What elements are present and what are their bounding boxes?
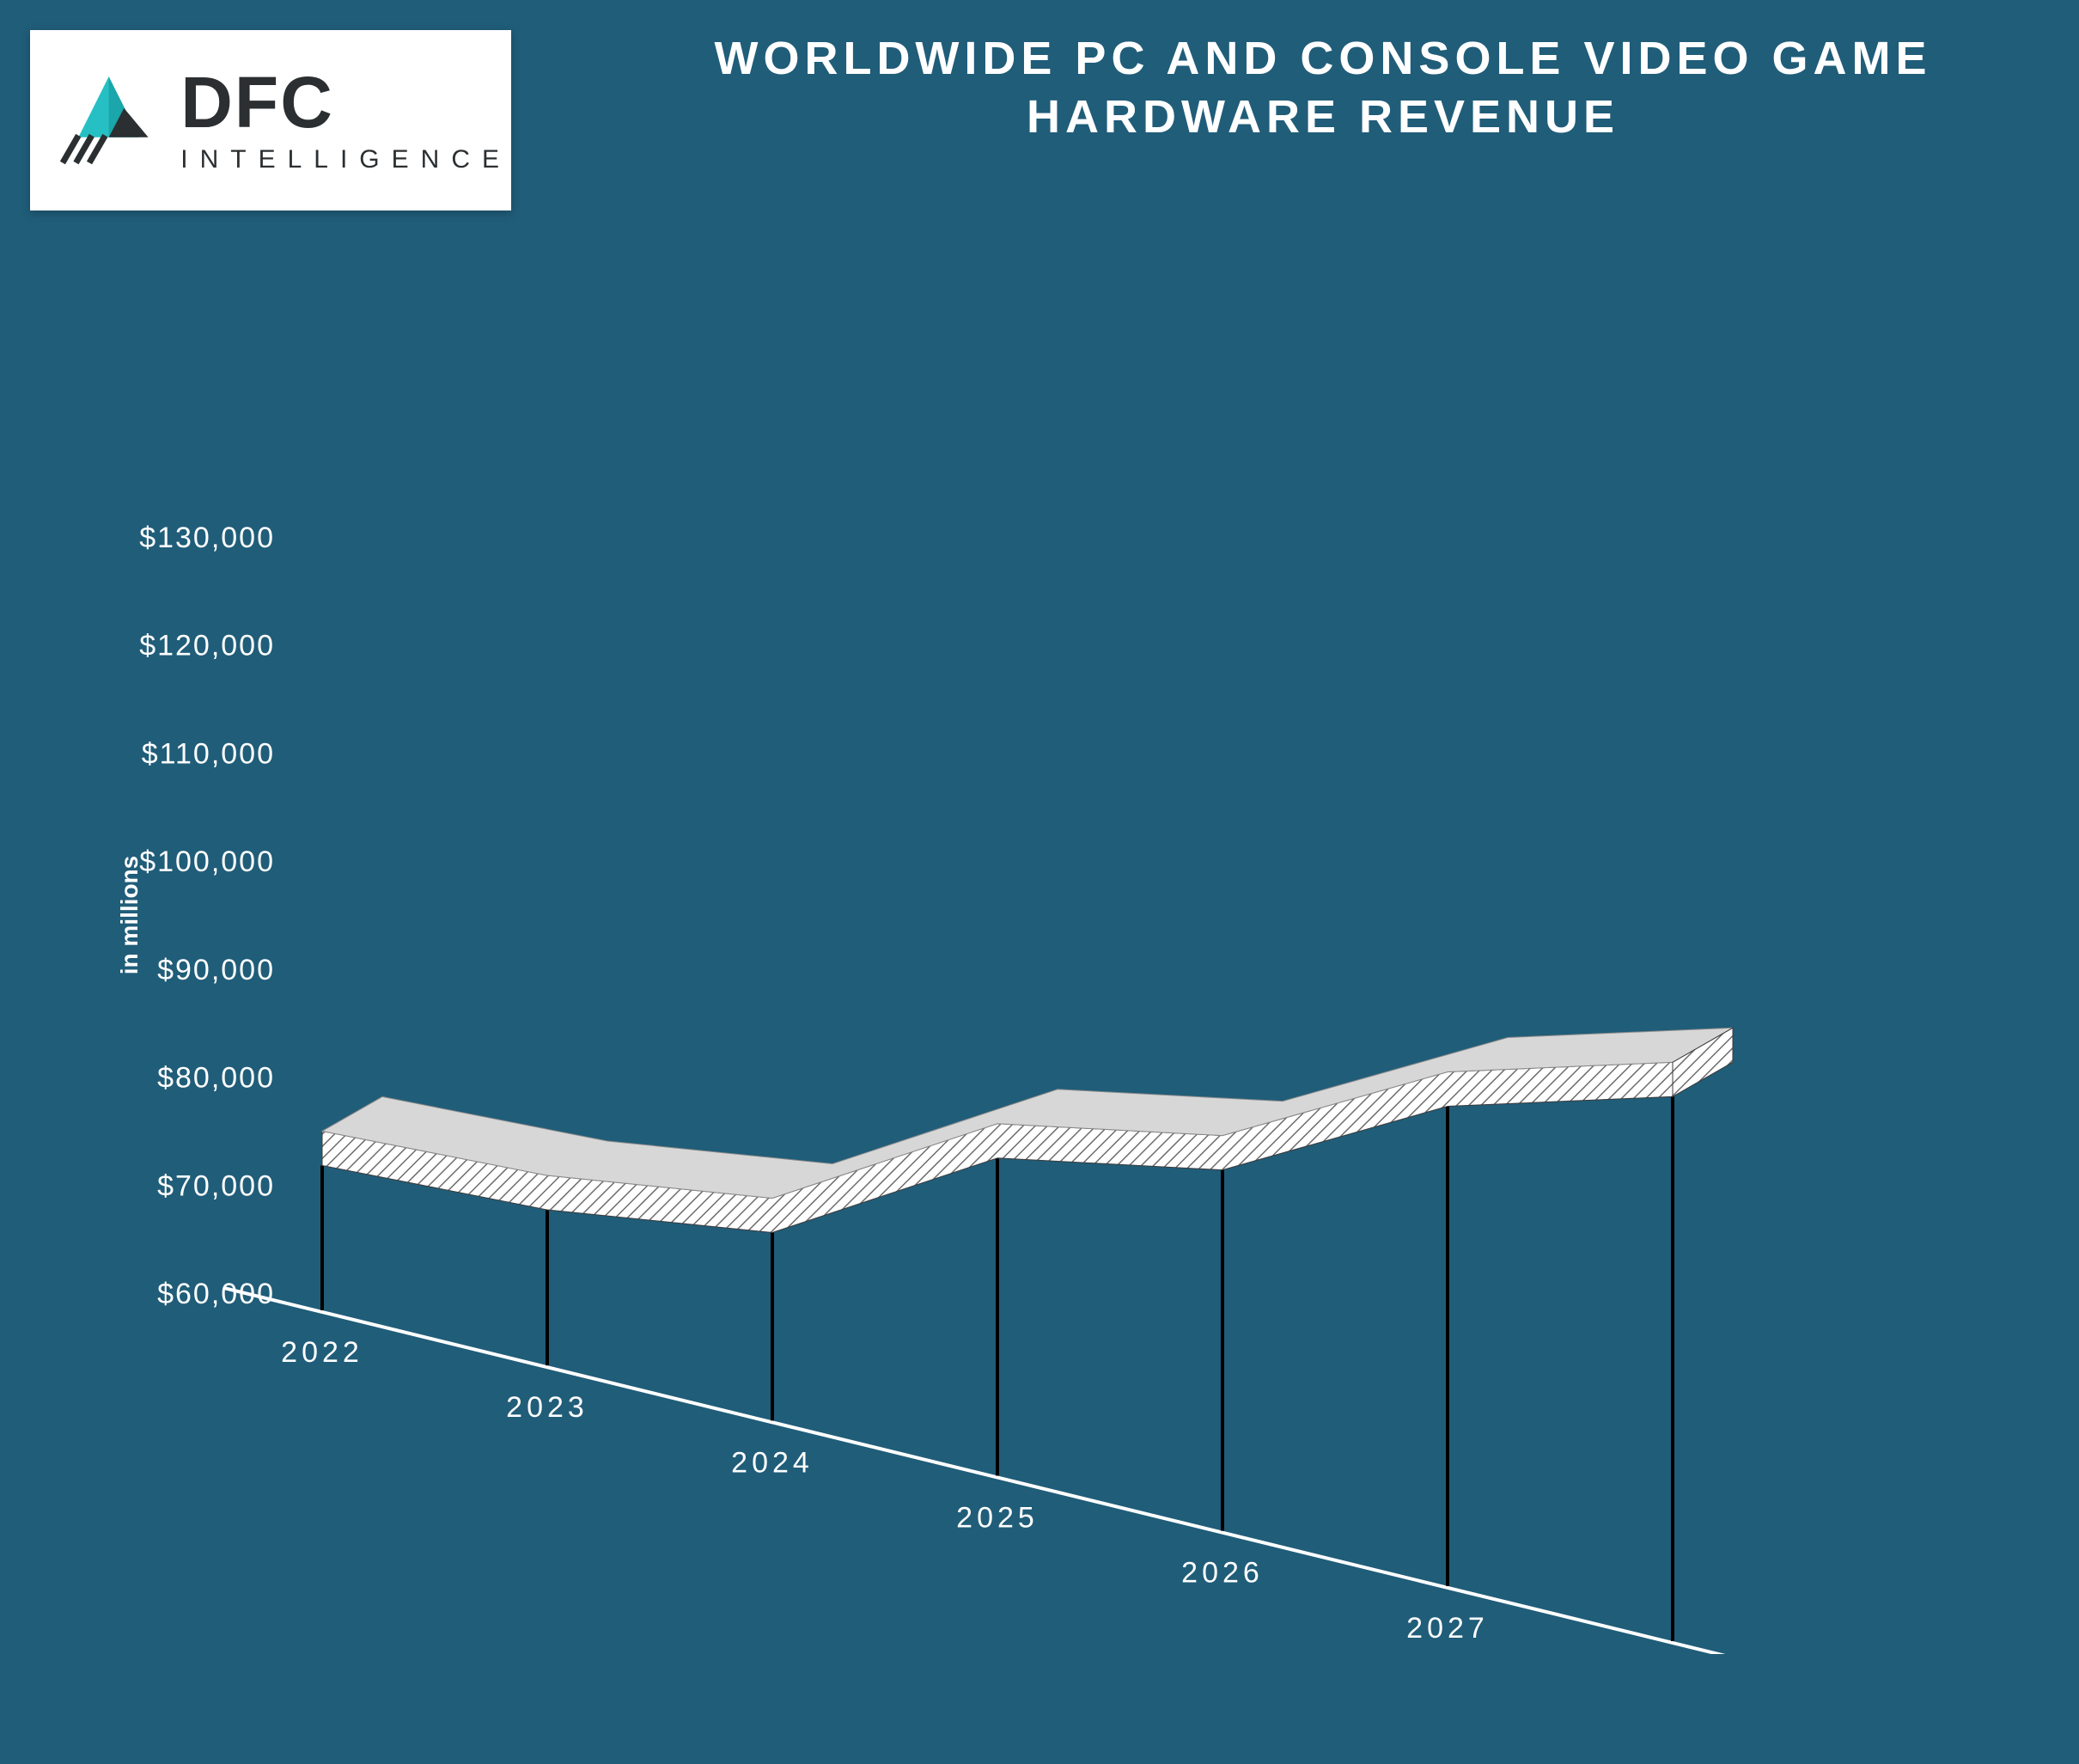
x-tick-label: 2025 — [956, 1502, 1039, 1535]
ribbon-top — [322, 1028, 1733, 1198]
y-tick-label: $80,000 — [157, 1062, 275, 1095]
y-tick-label: $90,000 — [157, 954, 275, 986]
y-tick-label: $110,000 — [142, 737, 275, 770]
y-tick-label: $70,000 — [157, 1169, 275, 1202]
x-tick-label: 2026 — [1181, 1557, 1264, 1590]
x-tick-label: 2023 — [506, 1391, 588, 1424]
logo-line2: INTELLIGENCE — [180, 145, 511, 174]
y-tick-label: $130,000 — [139, 522, 275, 554]
x-axis-line — [223, 1288, 1806, 1654]
dfc-logo-icon — [54, 52, 163, 189]
y-tick-label: $60,000 — [157, 1278, 275, 1310]
logo-text: DFC INTELLIGENCE — [180, 66, 511, 174]
x-tick-label: 2022 — [281, 1336, 363, 1369]
revenue-chart: $60,000 $70,000 $80,000 $90,000 $100,000 $110… — [99, 494, 1972, 1654]
logo-line1: DFC — [180, 66, 511, 138]
y-tick-label: $120,000 — [139, 630, 275, 662]
page: DFC INTELLIGENCE WORLDWIDE PC AND CONSOL… — [0, 0, 2079, 1764]
y-tick-label: $100,000 — [139, 845, 275, 878]
logo-block: DFC INTELLIGENCE — [30, 30, 511, 211]
chart-title: WORLDWIDE PC AND CONSOLE VIDEO GAME HARD… — [619, 30, 2027, 146]
x-tick-label: 2024 — [731, 1446, 814, 1479]
x-tick-label: 2027 — [1406, 1612, 1489, 1645]
y-axis-title: in millions — [116, 856, 143, 974]
